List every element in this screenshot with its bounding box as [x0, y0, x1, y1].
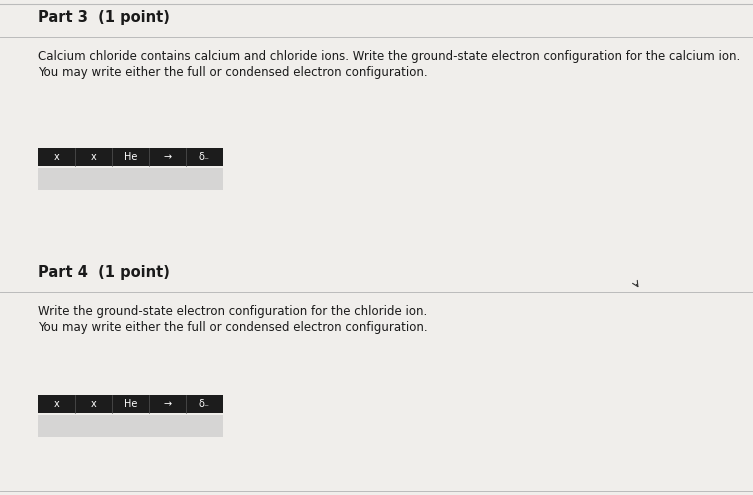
Text: δ₋: δ₋	[199, 152, 210, 162]
Text: x: x	[90, 152, 96, 162]
Text: →: →	[163, 152, 172, 162]
Text: x: x	[53, 399, 59, 409]
Text: x: x	[53, 152, 59, 162]
Text: →: →	[163, 399, 172, 409]
Text: Part 4  (1 point): Part 4 (1 point)	[38, 265, 170, 280]
Text: δ₋: δ₋	[199, 399, 210, 409]
Text: x: x	[90, 399, 96, 409]
FancyBboxPatch shape	[38, 395, 223, 413]
Text: Part 3  (1 point): Part 3 (1 point)	[38, 10, 170, 25]
FancyBboxPatch shape	[38, 168, 223, 190]
FancyBboxPatch shape	[38, 415, 223, 437]
Text: Write the ground-state electron configuration for the chloride ion.: Write the ground-state electron configur…	[38, 305, 427, 318]
FancyBboxPatch shape	[38, 148, 223, 166]
Text: You may write either the full or condensed electron configuration.: You may write either the full or condens…	[38, 66, 428, 79]
Text: You may write either the full or condensed electron configuration.: You may write either the full or condens…	[38, 321, 428, 334]
Text: He: He	[123, 399, 137, 409]
Text: Calcium chloride contains calcium and chloride ions. Write the ground-state elec: Calcium chloride contains calcium and ch…	[38, 50, 740, 63]
Text: He: He	[123, 152, 137, 162]
